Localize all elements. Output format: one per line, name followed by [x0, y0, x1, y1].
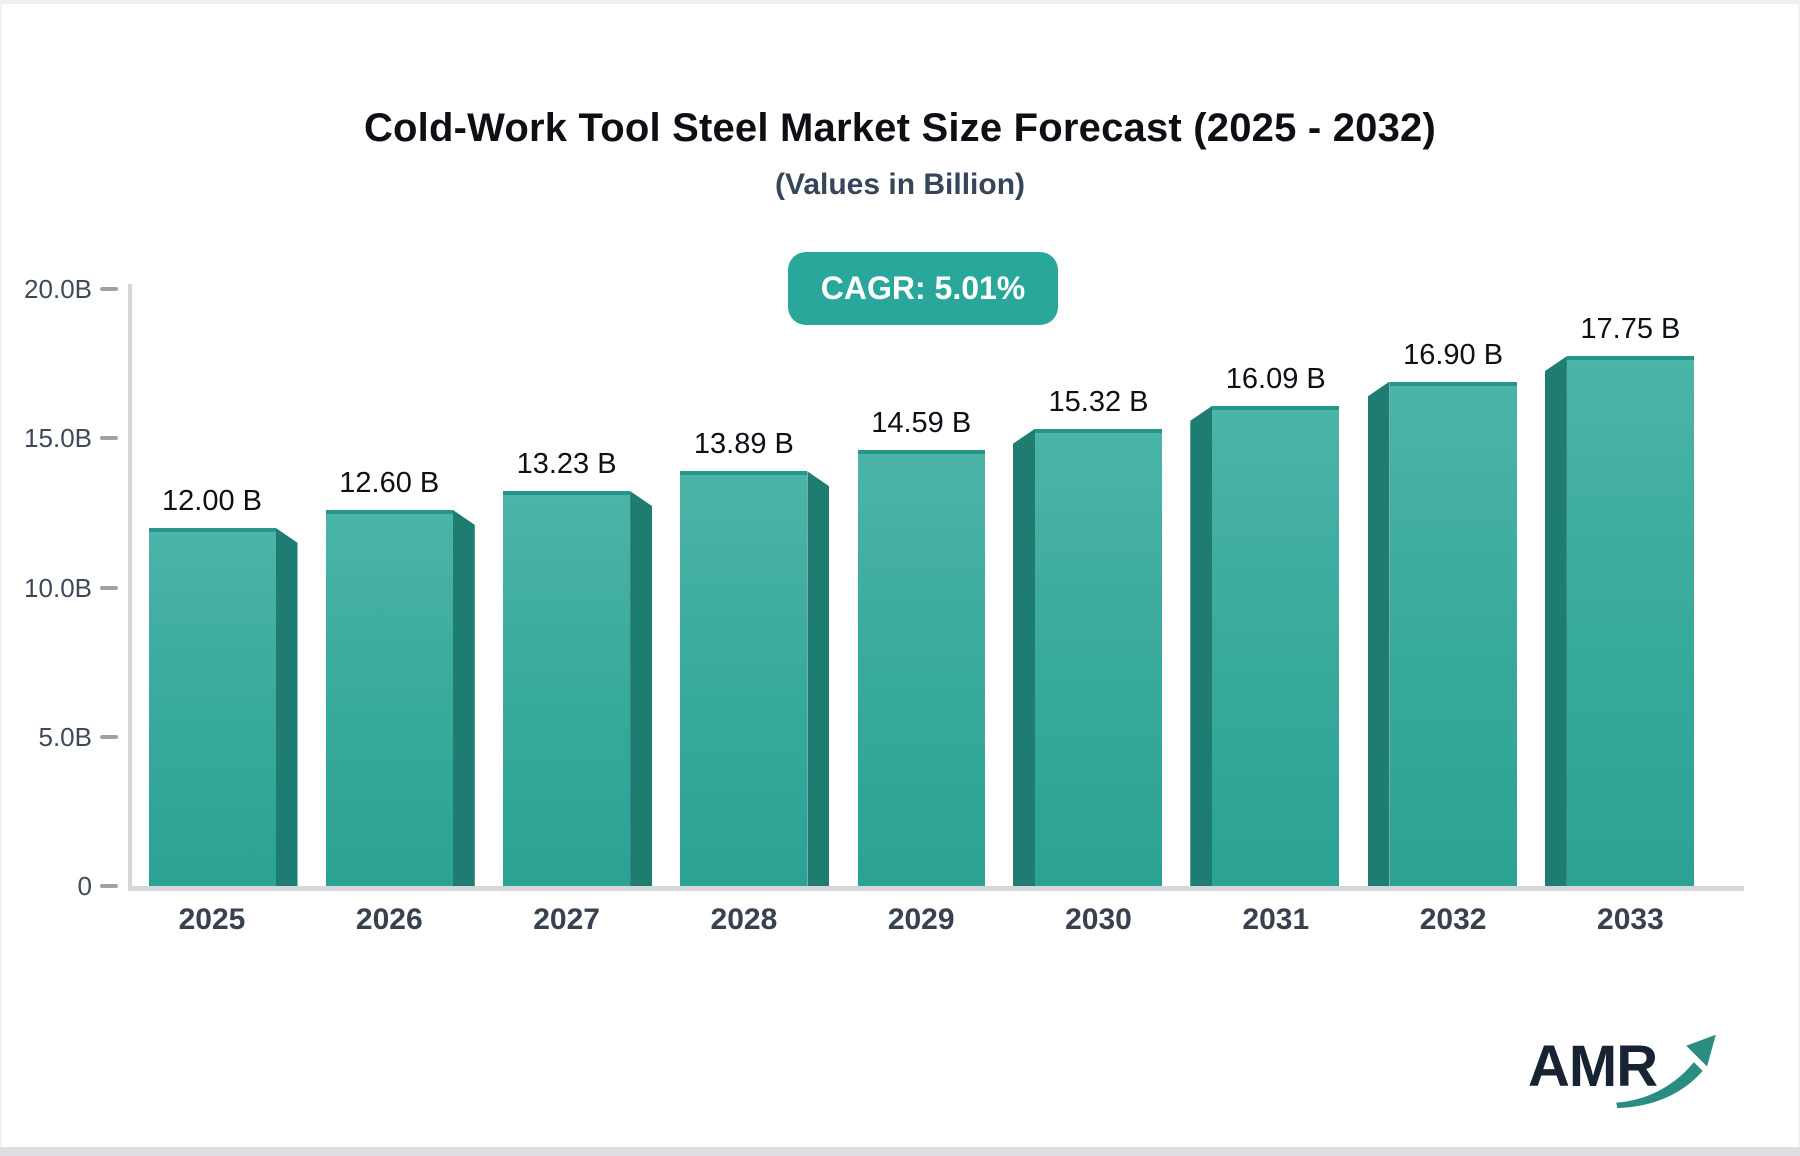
bar-face: [1566, 356, 1694, 886]
bar-top-edge: [1035, 428, 1162, 433]
bar-3d-side: [275, 527, 298, 886]
y-axis-tick-label: 0: [77, 871, 92, 901]
bar-2028[interactable]: [680, 471, 830, 886]
x-axis-tick-label: 2031: [1242, 903, 1310, 936]
chart-subtitle: (Values in Billion): [774, 168, 1026, 201]
bar-2033[interactable]: [1544, 356, 1694, 886]
x-axis-tick-label: 2033: [1597, 903, 1664, 936]
top-border: [0, 0, 1800, 4]
x-axis-tick-label: 2029: [887, 903, 955, 936]
bar-2031[interactable]: [1190, 405, 1340, 886]
y-axis-tick-label: 10.0B: [24, 572, 92, 603]
y-axis-tick-mark: [100, 585, 118, 590]
bar-top-edge: [1389, 381, 1517, 386]
bar-top-edge: [325, 509, 453, 514]
x-axis-tick-label: 2027: [533, 903, 600, 936]
bar-top-edge: [148, 527, 276, 532]
bar-top-edge: [857, 450, 985, 455]
bar-face: [503, 491, 631, 886]
y-axis-tick-mark: [100, 884, 118, 888]
bar-2029[interactable]: [857, 450, 985, 886]
bar-3d-side: [1013, 428, 1035, 886]
bar-3d-side: [1367, 381, 1390, 886]
y-axis-tick-mark: [100, 734, 118, 739]
bar-face: [325, 509, 453, 886]
bar-face: [1035, 428, 1162, 886]
growth-arrow-icon: [1616, 1034, 1716, 1109]
x-axis-tick-label: 2025: [178, 903, 246, 936]
bar-value-label: 15.32 B: [1048, 385, 1149, 418]
bar-top-edge: [503, 491, 631, 496]
bar-face: [857, 450, 985, 886]
y-axis-line: [128, 284, 132, 891]
y-axis-tick-label: 5.0B: [38, 721, 93, 752]
bar-value-label: 12.00 B: [162, 484, 262, 517]
bar-2032[interactable]: [1367, 381, 1517, 886]
left-border: [0, 0, 2, 1156]
bar-2027[interactable]: [503, 491, 653, 886]
bar-value-label: 16.09 B: [1225, 362, 1326, 395]
bottom-border: [0, 1147, 1800, 1156]
chart-title: Cold-Work Tool Steel Market Size Forecas…: [363, 106, 1437, 150]
bar-face: [1212, 405, 1340, 886]
y-axis-tick-mark: [100, 436, 118, 441]
bar-2030[interactable]: [1013, 428, 1162, 886]
x-axis-tick-label: 2030: [1065, 903, 1132, 936]
bar-2025[interactable]: [148, 527, 298, 886]
bar-top-edge: [1566, 356, 1694, 361]
x-axis-tick-label: 2028: [710, 903, 778, 936]
y-axis-tick-label: 15.0B: [24, 423, 92, 454]
cagr-badge: CAGR: 5.01%: [788, 252, 1058, 325]
cagr-badge-label: CAGR: 5.01%: [820, 270, 1026, 306]
bar-3d-side: [1190, 405, 1213, 886]
bar-3d-side: [1544, 356, 1567, 886]
bar-value-label: 17.75 B: [1580, 313, 1681, 346]
bar-3d-side: [807, 471, 830, 886]
bar-value-label: 13.89 B: [693, 428, 794, 461]
amr-logo: AMR: [1528, 1030, 1728, 1120]
bar-value-label: 12.60 B: [339, 466, 440, 499]
bar-3d-side: [630, 491, 653, 886]
bar-2026[interactable]: [325, 509, 475, 886]
bar-3d-side: [452, 509, 475, 886]
bar-top-edge: [680, 471, 808, 476]
amr-logo-text: AMR: [1528, 1034, 1658, 1099]
y-axis-tick-label: 20.0B: [24, 274, 92, 304]
x-axis-tick-label: 2032: [1419, 903, 1487, 936]
right-border: [1798, 0, 1800, 1156]
bar-value-label: 13.23 B: [516, 448, 617, 481]
bar-value-label: 16.90 B: [1403, 338, 1504, 371]
bar-face: [148, 527, 276, 886]
x-axis-tick-label: 2026: [355, 903, 423, 936]
bar-face: [1389, 381, 1517, 886]
bar-face: [680, 471, 808, 886]
x-axis-baseline: [128, 886, 1744, 891]
bar-value-label: 14.59 B: [871, 407, 972, 440]
bar-top-edge: [1212, 405, 1340, 410]
y-axis-tick-mark: [100, 287, 118, 291]
